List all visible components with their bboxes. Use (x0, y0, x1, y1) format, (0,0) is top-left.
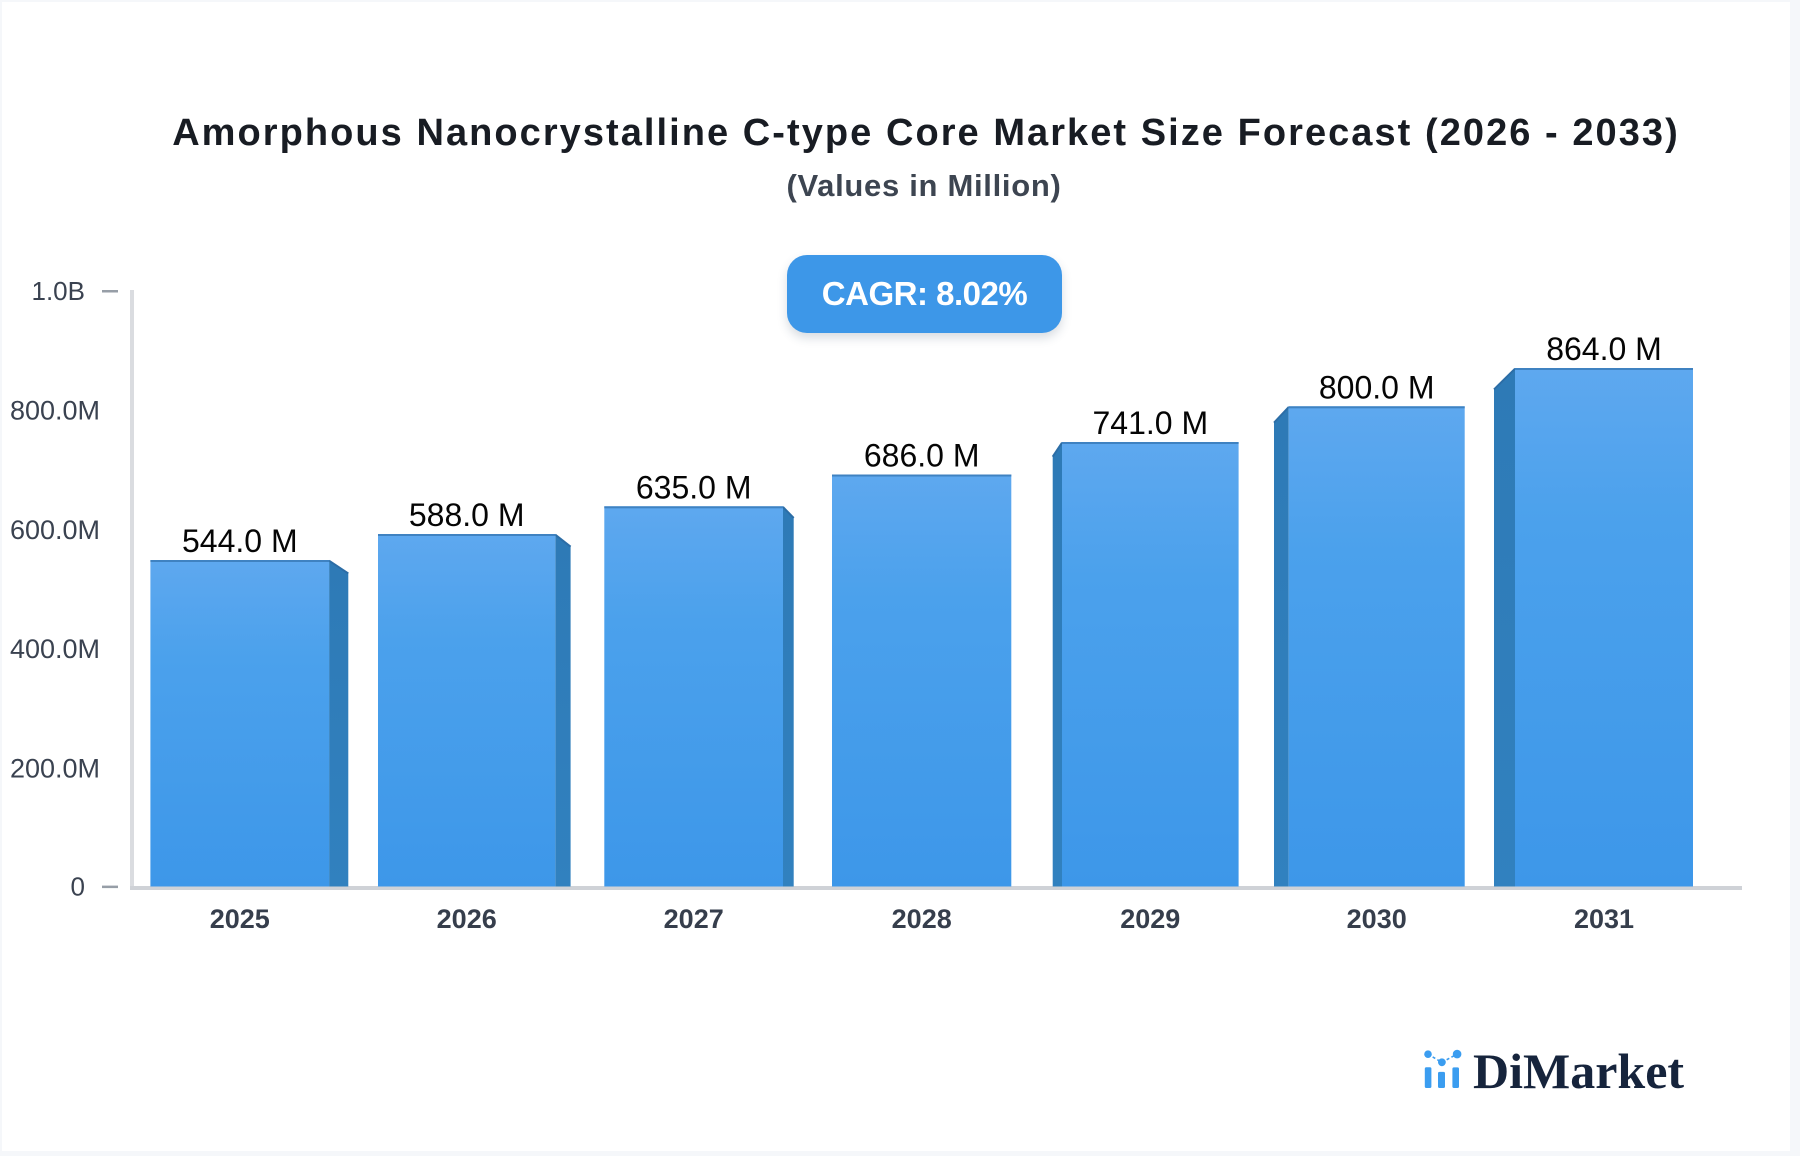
svg-text:400.0M: 400.0M (10, 634, 100, 664)
svg-text:Amorphous Nanocrystalline C-ty: Amorphous Nanocrystalline C-type Core Ma… (172, 112, 1680, 154)
svg-text:600.0M: 600.0M (10, 515, 100, 545)
svg-text:2028: 2028 (892, 904, 952, 934)
svg-text:0: 0 (71, 872, 85, 902)
svg-text:DiMarket: DiMarket (1473, 1043, 1684, 1099)
svg-text:2030: 2030 (1347, 904, 1407, 934)
svg-text:800.0 M: 800.0 M (1319, 369, 1435, 405)
svg-text:635.0 M: 635.0 M (636, 469, 752, 505)
svg-text:588.0 M: 588.0 M (409, 497, 525, 533)
svg-text:2029: 2029 (1120, 904, 1180, 934)
svg-text:1.0B: 1.0B (32, 276, 86, 306)
svg-text:686.0 M: 686.0 M (864, 438, 980, 474)
svg-text:200.0M: 200.0M (10, 754, 100, 784)
svg-text:741.0 M: 741.0 M (1092, 405, 1208, 441)
svg-text:2026: 2026 (437, 904, 497, 934)
svg-text:544.0 M: 544.0 M (182, 523, 298, 559)
svg-text:(Values in Million): (Values in Million) (786, 168, 1061, 203)
svg-text:800.0M: 800.0M (10, 395, 100, 425)
svg-text:CAGR: 8.02%: CAGR: 8.02% (822, 275, 1028, 312)
svg-text:2031: 2031 (1574, 904, 1634, 934)
svg-text:2027: 2027 (664, 904, 724, 934)
svg-text:864.0 M: 864.0 M (1546, 331, 1662, 367)
svg-text:2025: 2025 (210, 904, 270, 934)
